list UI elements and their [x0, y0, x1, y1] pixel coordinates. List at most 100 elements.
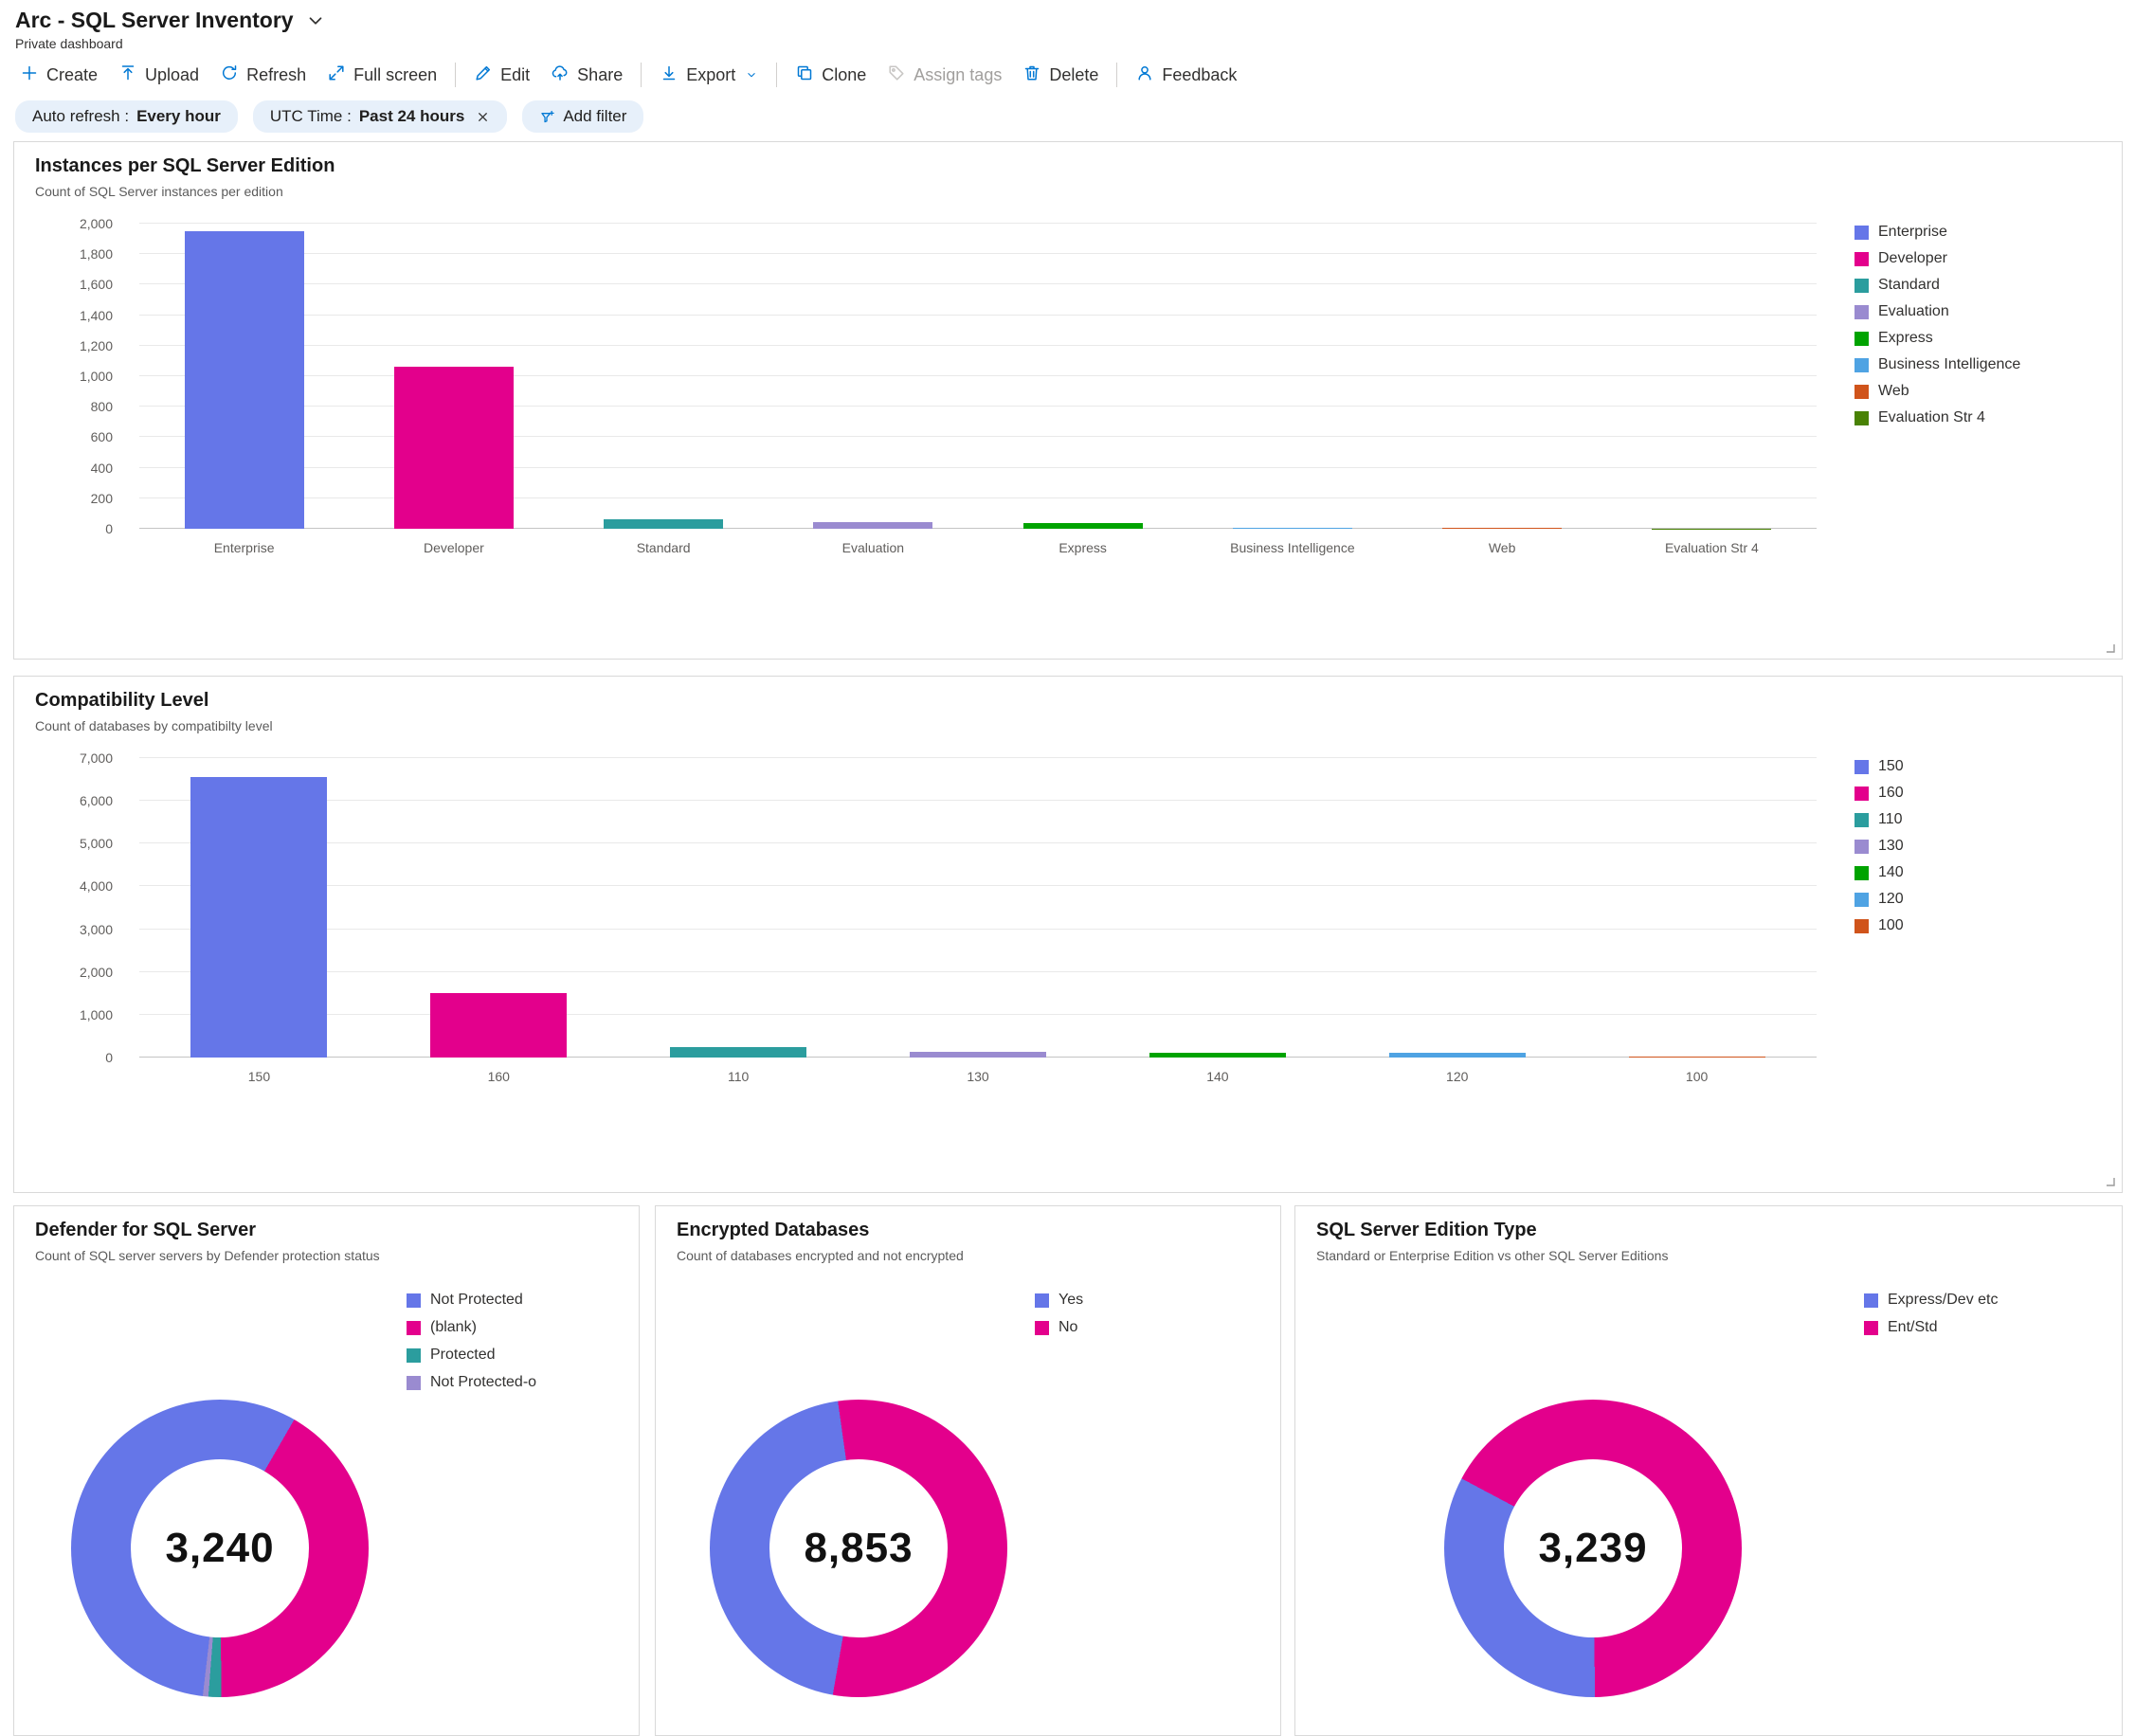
x-axis-label-110: 110	[619, 1069, 859, 1084]
legend-item-protected[interactable]: Protected	[407, 1347, 536, 1364]
bar-130	[910, 1052, 1046, 1058]
legend-item-100[interactable]: 100	[1854, 917, 2118, 934]
bar-100	[1629, 1057, 1765, 1058]
toolbar-export-button[interactable]: Export	[649, 57, 769, 94]
legend-label: Developer	[1878, 250, 1947, 267]
toolbar-refresh-button[interactable]: Refresh	[209, 57, 317, 94]
x-axis-label-evaluation: Evaluation	[769, 540, 978, 555]
legend-label: 140	[1878, 864, 1904, 881]
dashboard-subtitle: Private dashboard	[15, 36, 326, 51]
filter-pill-utc-time[interactable]: UTC Time : Past 24 hours	[253, 100, 507, 133]
bar-developer	[394, 367, 514, 529]
legend-item-blank[interactable]: (blank)	[407, 1319, 536, 1336]
toolbar-feedback-button[interactable]: Feedback	[1125, 57, 1247, 94]
dashboard-title-chevron-down-icon[interactable]	[305, 10, 326, 31]
legend-item-yes[interactable]: Yes	[1035, 1292, 1083, 1309]
legend-item-express[interactable]: Express	[1854, 330, 2118, 347]
legend-item-120[interactable]: 120	[1854, 891, 2118, 908]
legend-item-developer[interactable]: Developer	[1854, 250, 2118, 267]
legend-swatch	[1854, 787, 1869, 801]
legend-swatch	[1854, 385, 1869, 399]
legend-item-160[interactable]: 160	[1854, 785, 2118, 802]
x-axis-label-120: 120	[1337, 1069, 1577, 1084]
legend-item-110[interactable]: 110	[1854, 811, 2118, 828]
defender-total-count: 3,240	[165, 1525, 274, 1572]
filter-pill-label: UTC Time :	[270, 107, 352, 126]
page-header: Arc - SQL Server Inventory Private dashb…	[15, 8, 326, 51]
bar-120	[1389, 1053, 1526, 1058]
bar-enterprise	[185, 231, 304, 529]
filter-pill-label: Auto refresh :	[32, 107, 129, 126]
toolbar-delete-button[interactable]: Delete	[1012, 57, 1109, 94]
legend-item-enterprise[interactable]: Enterprise	[1854, 224, 2118, 241]
add-filter-button[interactable]: Add filter	[522, 100, 643, 133]
legend-swatch	[1854, 305, 1869, 319]
tile-title: Compatibility Level	[35, 690, 208, 712]
legend-item-evaluation-str-4[interactable]: Evaluation Str 4	[1854, 409, 2118, 426]
toolbar-label: Export	[686, 65, 735, 85]
add-filter-label: Add filter	[563, 107, 626, 126]
y-axis-tick-label: 800	[91, 399, 113, 414]
legend-label: 160	[1878, 785, 1904, 802]
y-axis-tick-label: 0	[105, 521, 113, 536]
legend-swatch	[407, 1376, 421, 1390]
legend-item-not-protected-o[interactable]: Not Protected-o	[407, 1374, 536, 1391]
add-filter-icon	[539, 109, 555, 125]
assign-tags-icon	[887, 63, 906, 87]
full-screen-icon	[327, 63, 346, 87]
legend-item-express-dev-etc[interactable]: Express/Dev etc	[1864, 1292, 1998, 1309]
tile-encrypted-databases: Encrypted Databases Count of databases e…	[655, 1205, 1281, 1736]
toolbar-edit-button[interactable]: Edit	[463, 57, 540, 94]
legend-item-130[interactable]: 130	[1854, 838, 2118, 855]
filter-pill-close-icon[interactable]	[476, 110, 490, 124]
legend-item-140[interactable]: 140	[1854, 864, 2118, 881]
bar-column-business-intelligence	[1187, 224, 1397, 529]
edition-type-donut-legend: Express/Dev etc Ent/Std	[1864, 1292, 1998, 1336]
legend-item-no[interactable]: No	[1035, 1319, 1083, 1336]
tile-resize-handle-icon[interactable]	[2100, 638, 2117, 655]
tile-subtitle: Count of SQL server servers by Defender …	[35, 1248, 380, 1263]
x-axis-label-130: 130	[859, 1069, 1098, 1084]
page-title: Arc - SQL Server Inventory	[15, 8, 294, 33]
y-axis-tick-label: 6,000	[80, 793, 113, 808]
defender-donut-legend: Not Protected (blank) Protected Not Protect…	[407, 1292, 536, 1391]
bar-evaluation	[813, 522, 932, 529]
toolbar-upload-button[interactable]: Upload	[108, 57, 209, 94]
tile-subtitle: Standard or Enterprise Edition vs other …	[1316, 1248, 1668, 1263]
y-axis-tick-label: 600	[91, 429, 113, 444]
legend-item-evaluation[interactable]: Evaluation	[1854, 303, 2118, 320]
tile-title: Encrypted Databases	[677, 1220, 869, 1241]
legend-item-business-intelligence[interactable]: Business Intelligence	[1854, 356, 2118, 373]
legend-label: 150	[1878, 758, 1904, 775]
legend-item-not-protected[interactable]: Not Protected	[407, 1292, 536, 1309]
legend-label: 100	[1878, 917, 1904, 934]
toolbar-share-button[interactable]: Share	[540, 57, 633, 94]
legend-item-standard[interactable]: Standard	[1854, 277, 2118, 294]
legend-label: Yes	[1058, 1292, 1083, 1309]
legend-label: Ent/Std	[1888, 1319, 1937, 1336]
filter-pill-auto-refresh[interactable]: Auto refresh : Every hour	[15, 100, 238, 133]
legend-swatch	[1854, 840, 1869, 854]
legend-label: (blank)	[430, 1319, 477, 1336]
bar-web	[1442, 528, 1562, 529]
toolbar-label: Share	[577, 65, 623, 85]
toolbar-create-button[interactable]: Create	[9, 57, 108, 94]
tile-title: Instances per SQL Server Edition	[35, 155, 335, 177]
tile-instances-per-edition: Instances per SQL Server Edition Count o…	[13, 141, 2123, 660]
y-axis-tick-label: 0	[105, 1050, 113, 1065]
legend-item-ent-std[interactable]: Ent/Std	[1864, 1319, 1998, 1336]
tile-resize-handle-icon[interactable]	[2100, 1171, 2117, 1188]
legend-label: Enterprise	[1878, 224, 1947, 241]
legend-swatch	[1854, 358, 1869, 372]
donut-hole: 3,240	[131, 1459, 309, 1637]
toolbar-clone-button[interactable]: Clone	[785, 57, 877, 94]
legend-item-web[interactable]: Web	[1854, 383, 2118, 400]
bars-area	[139, 224, 1817, 529]
x-axis-label-evaluation-str-4: Evaluation Str 4	[1607, 540, 1817, 555]
edition-type-total-count: 3,239	[1538, 1525, 1647, 1572]
legend-item-150[interactable]: 150	[1854, 758, 2118, 775]
bar-column-developer	[349, 224, 558, 529]
toolbar-full-screen-button[interactable]: Full screen	[317, 57, 447, 94]
upload-icon	[118, 63, 137, 87]
